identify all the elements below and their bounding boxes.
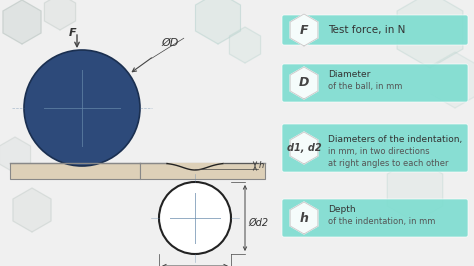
FancyBboxPatch shape (282, 64, 468, 102)
Text: Diameters of the indentation,: Diameters of the indentation, (328, 135, 462, 144)
Text: D: D (299, 77, 309, 89)
Text: of the indentation, in mm: of the indentation, in mm (328, 217, 436, 226)
Text: F: F (69, 28, 77, 38)
FancyBboxPatch shape (282, 199, 468, 237)
Text: h: h (259, 161, 264, 171)
Polygon shape (0, 137, 31, 173)
Polygon shape (13, 188, 51, 232)
Polygon shape (3, 0, 41, 44)
Ellipse shape (159, 182, 231, 254)
Polygon shape (387, 158, 443, 222)
Polygon shape (195, 0, 240, 44)
Text: Ød2: Ød2 (248, 218, 268, 228)
Polygon shape (229, 27, 261, 63)
Bar (140, 163, 265, 179)
Text: F: F (300, 23, 308, 36)
FancyBboxPatch shape (282, 15, 468, 45)
Text: Depth: Depth (328, 205, 356, 214)
Polygon shape (290, 14, 318, 46)
Text: h: h (300, 211, 309, 225)
Text: ØD: ØD (162, 38, 179, 48)
Polygon shape (397, 0, 463, 68)
FancyBboxPatch shape (282, 124, 468, 172)
Polygon shape (431, 52, 474, 108)
Text: d1, d2: d1, d2 (287, 143, 321, 153)
Polygon shape (45, 0, 75, 30)
Bar (10, 163, 140, 179)
Text: of the ball, in mm: of the ball, in mm (328, 82, 402, 91)
Text: Diameter: Diameter (328, 70, 370, 79)
Text: Test force, in N: Test force, in N (328, 25, 405, 35)
Polygon shape (290, 67, 318, 99)
Text: in mm, in two directions
at right angles to each other: in mm, in two directions at right angles… (328, 147, 448, 168)
Polygon shape (290, 132, 318, 164)
Ellipse shape (24, 50, 140, 166)
Polygon shape (290, 202, 318, 234)
